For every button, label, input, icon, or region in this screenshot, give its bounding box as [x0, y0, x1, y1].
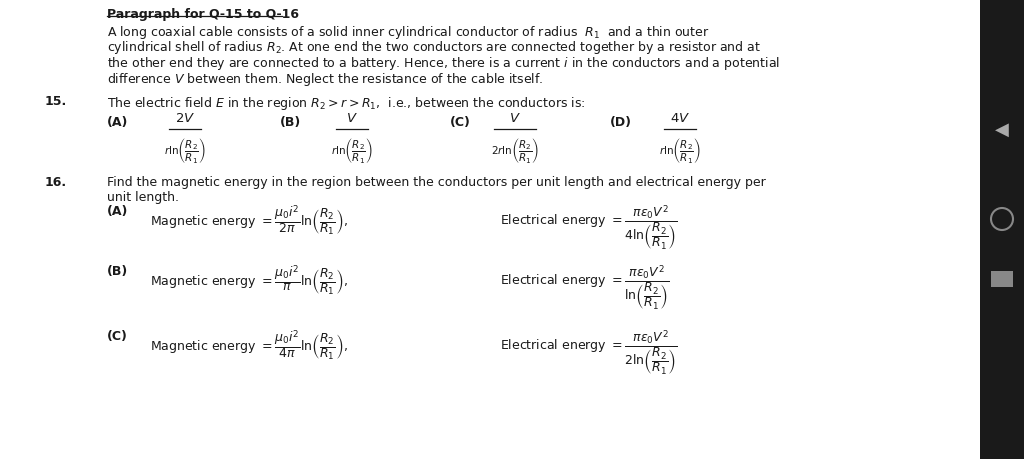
Text: $V$: $V$	[346, 111, 358, 124]
Text: difference $V$ between them. Neglect the resistance of the cable itself.: difference $V$ between them. Neglect the…	[106, 70, 544, 87]
Text: (B): (B)	[106, 264, 128, 277]
Text: ◀: ◀	[995, 121, 1009, 139]
Text: $V$: $V$	[509, 111, 521, 124]
Text: Magnetic energy $=\dfrac{\mu_0 i^2}{\pi}\ln\!\left(\dfrac{R_2}{R_1}\right),$: Magnetic energy $=\dfrac{\mu_0 i^2}{\pi}…	[150, 263, 348, 297]
Text: A long coaxial cable consists of a solid inner cylindrical conductor of radius  : A long coaxial cable consists of a solid…	[106, 24, 710, 41]
Text: (C): (C)	[106, 329, 128, 342]
Text: $2V$: $2V$	[175, 111, 196, 124]
Bar	[980, 0, 1024, 459]
Text: $2r\ln\!\left(\dfrac{R_2}{R_1}\right)$: $2r\ln\!\left(\dfrac{R_2}{R_1}\right)$	[490, 136, 540, 165]
Text: (B): (B)	[280, 116, 301, 129]
Text: (D): (D)	[610, 116, 632, 129]
Text: (C): (C)	[450, 116, 471, 129]
Text: Electrical energy $=\dfrac{\pi\varepsilon_0 V^2}{\ln\!\left(\dfrac{R_2}{R_1}\rig: Electrical energy $=\dfrac{\pi\varepsilo…	[500, 263, 670, 311]
Text: unit length.: unit length.	[106, 190, 179, 203]
Text: $r\ln\!\left(\dfrac{R_2}{R_1}\right)$: $r\ln\!\left(\dfrac{R_2}{R_1}\right)$	[331, 136, 373, 165]
Text: The electric field $E$ in the region $R_2 > r > R_1$,  i.e., between the conduct: The electric field $E$ in the region $R_…	[106, 95, 586, 112]
Text: Electrical energy $=\dfrac{\pi\varepsilon_0 V^2}{2\ln\!\left(\dfrac{R_2}{R_1}\ri: Electrical energy $=\dfrac{\pi\varepsilo…	[500, 327, 678, 376]
Text: (A): (A)	[106, 205, 128, 218]
Text: cylindrical shell of radius $R_2$. At one end the two conductors are connected t: cylindrical shell of radius $R_2$. At on…	[106, 39, 761, 56]
Text: Electrical energy $=\dfrac{\pi\varepsilon_0 V^2}{4\ln\!\left(\dfrac{R_2}{R_1}\ri: Electrical energy $=\dfrac{\pi\varepsilo…	[500, 202, 678, 251]
Text: (A): (A)	[106, 116, 128, 129]
Text: Magnetic energy $=\dfrac{\mu_0 i^2}{2\pi}\ln\!\left(\dfrac{R_2}{R_1}\right),$: Magnetic energy $=\dfrac{\mu_0 i^2}{2\pi…	[150, 202, 348, 237]
Text: 15.: 15.	[45, 95, 68, 108]
Text: 16.: 16.	[45, 176, 68, 189]
Text: $r\ln\!\left(\dfrac{R_2}{R_1}\right)$: $r\ln\!\left(\dfrac{R_2}{R_1}\right)$	[164, 136, 206, 165]
Text: $r\ln\!\left(\dfrac{R_2}{R_1}\right)$: $r\ln\!\left(\dfrac{R_2}{R_1}\right)$	[659, 136, 700, 165]
Text: the other end they are connected to a battery. Hence, there is a current $i$ in : the other end they are connected to a ba…	[106, 55, 780, 72]
Text: Magnetic energy $=\dfrac{\mu_0 i^2}{4\pi}\ln\!\left(\dfrac{R_2}{R_1}\right),$: Magnetic energy $=\dfrac{\mu_0 i^2}{4\pi…	[150, 327, 348, 362]
Bar	[991, 271, 1013, 287]
Text: Paragraph for Q-15 to Q-16: Paragraph for Q-15 to Q-16	[106, 8, 299, 21]
Text: Find the magnetic energy in the region between the conductors per unit length an: Find the magnetic energy in the region b…	[106, 176, 766, 189]
Text: $4V$: $4V$	[670, 111, 690, 124]
